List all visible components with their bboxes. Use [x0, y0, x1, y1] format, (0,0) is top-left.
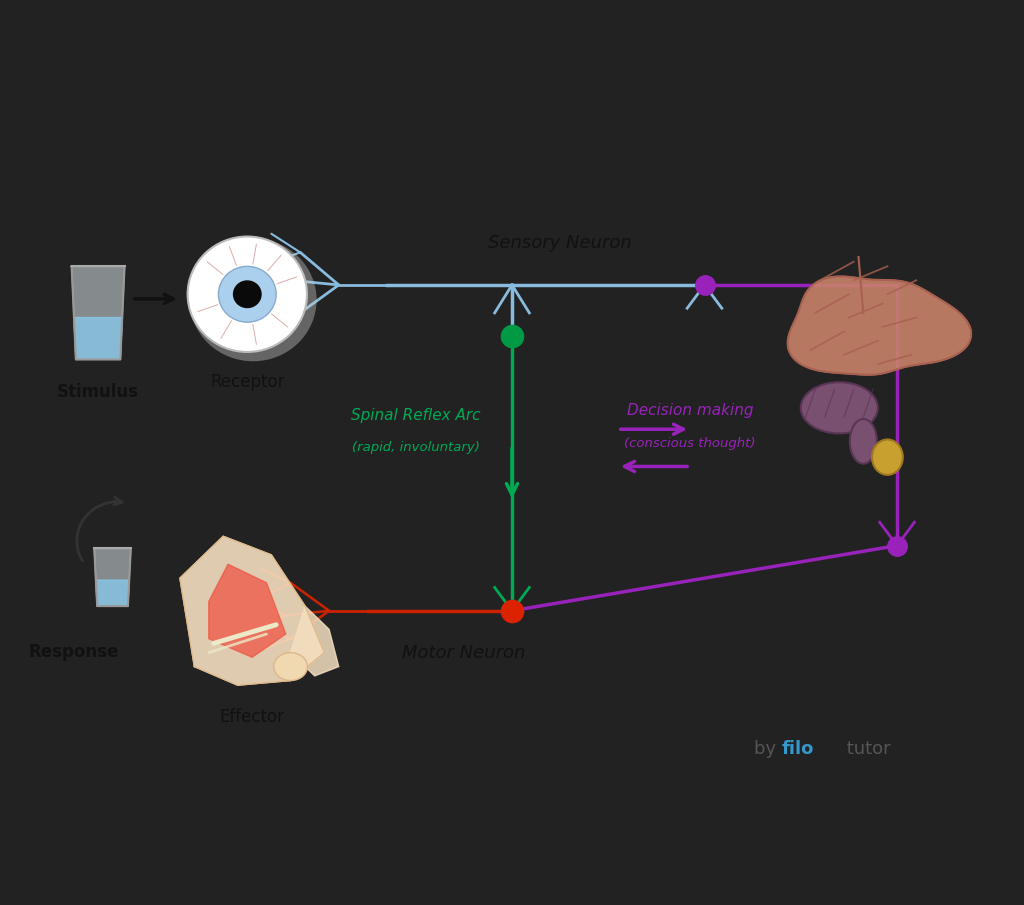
Ellipse shape [872, 440, 903, 475]
Text: Response: Response [29, 643, 119, 662]
Ellipse shape [189, 238, 316, 361]
Text: Spinal Reflex Arc: Spinal Reflex Arc [351, 408, 480, 423]
Polygon shape [787, 276, 971, 375]
Ellipse shape [273, 653, 307, 681]
Text: (conscious thought): (conscious thought) [625, 437, 756, 450]
Text: filo: filo [781, 739, 814, 757]
Text: Receptor: Receptor [210, 374, 285, 391]
Ellipse shape [850, 419, 877, 463]
Ellipse shape [801, 382, 878, 433]
Text: Motor Neuron: Motor Neuron [402, 643, 525, 662]
Text: (rapid, involuntary): (rapid, involuntary) [352, 442, 479, 454]
Polygon shape [94, 548, 131, 606]
Polygon shape [74, 318, 122, 359]
Polygon shape [96, 580, 129, 606]
Polygon shape [72, 266, 125, 359]
Text: Stimulus: Stimulus [57, 383, 139, 401]
Text: by: by [754, 739, 781, 757]
Polygon shape [291, 606, 339, 676]
Text: Decision making: Decision making [627, 403, 754, 418]
Ellipse shape [187, 236, 307, 352]
Ellipse shape [218, 266, 276, 322]
Text: Sensory Neuron: Sensory Neuron [488, 234, 632, 252]
Ellipse shape [232, 281, 262, 309]
Text: Effector: Effector [219, 709, 285, 727]
Text: tutor: tutor [841, 739, 891, 757]
Polygon shape [180, 537, 325, 685]
Polygon shape [209, 564, 286, 657]
